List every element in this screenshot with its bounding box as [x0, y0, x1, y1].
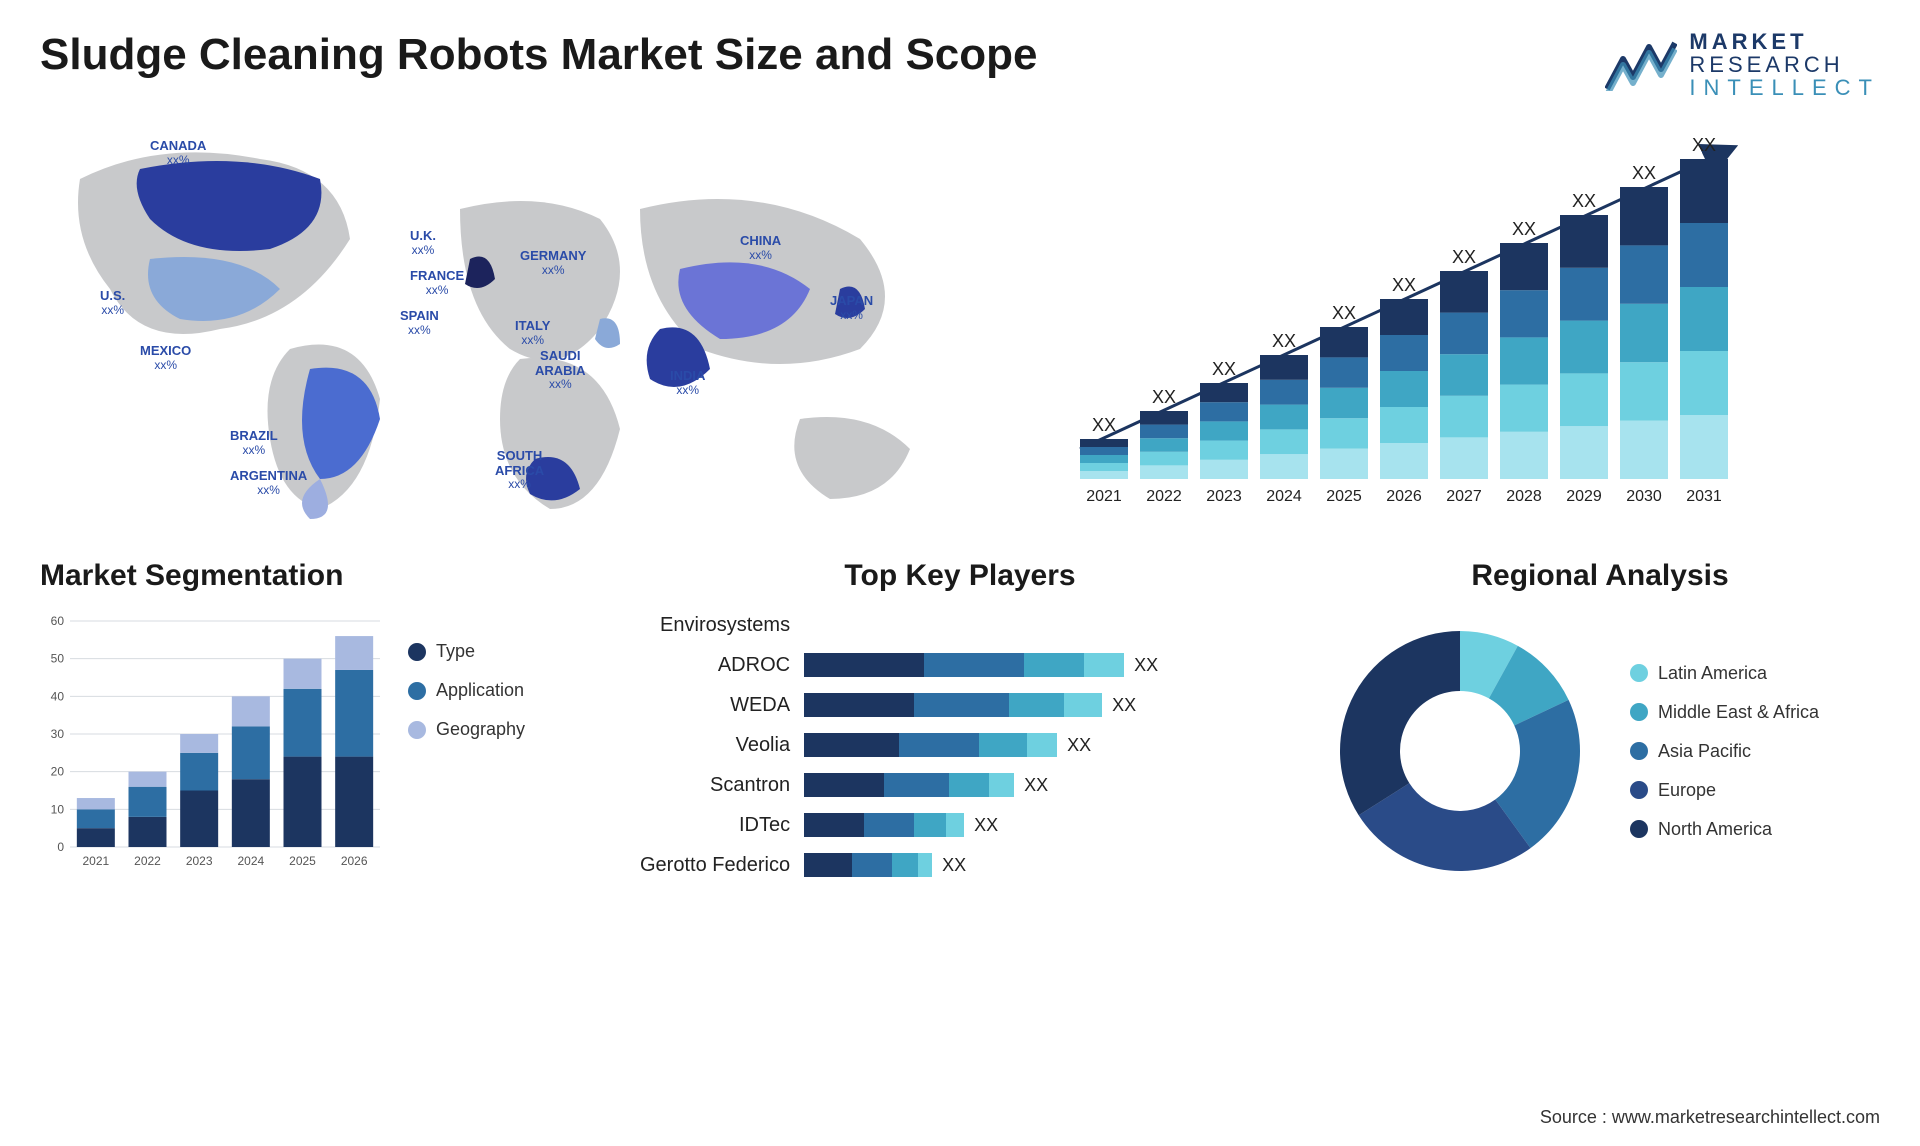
map-country-label: ARGENTINAxx% [230, 469, 307, 496]
svg-text:2023: 2023 [186, 854, 213, 868]
legend-item: Application [408, 680, 525, 701]
svg-text:2021: 2021 [82, 854, 109, 868]
svg-text:XX: XX [1452, 247, 1476, 267]
svg-text:2021: 2021 [1086, 488, 1122, 505]
legend-item: Europe [1630, 780, 1819, 801]
logo-line1: MARKET [1689, 30, 1880, 53]
svg-text:40: 40 [51, 690, 65, 704]
map-country-label: CANADAxx% [150, 139, 206, 166]
regional-title: Regional Analysis [1320, 559, 1880, 593]
svg-text:2024: 2024 [1266, 488, 1302, 505]
svg-text:50: 50 [51, 652, 65, 666]
legend-item: Middle East & Africa [1630, 702, 1819, 723]
svg-text:XX: XX [1572, 191, 1596, 211]
segmentation-title: Market Segmentation [40, 559, 600, 593]
player-bar-row: XX [804, 731, 1280, 759]
map-country-label: GERMANYxx% [520, 249, 586, 276]
forecast-chart: XX 2021 XX 2022 XX 2023 XX 2024 XX 2025 XX 2026 XX 20… [1040, 119, 1880, 519]
player-label: Gerotto Federico [640, 851, 790, 879]
world-map-panel: CANADAxx% U.S.xx% MEXICOxx% BRAZILxx% ARGENT… [40, 119, 1000, 519]
player-bar-row: XX [804, 851, 1280, 879]
map-country-label: U.K.xx% [410, 229, 436, 256]
source-citation: Source : www.marketresearchintellect.com [1540, 1107, 1880, 1128]
map-country-label: FRANCExx% [410, 269, 464, 296]
regional-panel: Regional Analysis Latin America Middle Ea… [1320, 559, 1880, 891]
player-bar-row: XX [804, 771, 1280, 799]
players-bars: XX XX XX XX XX XX [804, 611, 1280, 879]
svg-text:XX: XX [1332, 303, 1356, 323]
map-country-label: SPAINxx% [400, 309, 439, 336]
svg-text:2026: 2026 [1386, 488, 1422, 505]
brand-logo: MARKET RESEARCH INTELLECT [1605, 30, 1880, 99]
svg-text:XX: XX [1512, 219, 1536, 239]
logo-text: MARKET RESEARCH INTELLECT [1689, 30, 1880, 99]
player-label: Veolia [736, 731, 791, 759]
segmentation-panel: Market Segmentation 0 10 20 30 40 50 60 2021 202… [40, 559, 600, 891]
player-label: Envirosystems [660, 611, 790, 639]
player-bar-row: XX [804, 811, 1280, 839]
svg-text:2031: 2031 [1686, 488, 1722, 505]
map-country-label: SOUTHAFRICAxx% [495, 449, 544, 491]
svg-text:2028: 2028 [1506, 488, 1542, 505]
bottom-row: Market Segmentation 0 10 20 30 40 50 60 2021 202… [40, 559, 1880, 891]
map-country-label: SAUDIARABIAxx% [535, 349, 586, 391]
map-country-label: U.S.xx% [100, 289, 125, 316]
player-bar-row: XX [804, 651, 1280, 679]
svg-text:XX: XX [1152, 387, 1176, 407]
svg-text:XX: XX [1212, 359, 1236, 379]
logo-line2: RESEARCH [1689, 53, 1880, 76]
player-bar-row [804, 611, 1280, 639]
map-country-label: CHINAxx% [740, 234, 781, 261]
regional-donut [1320, 611, 1600, 891]
svg-text:XX: XX [1392, 275, 1416, 295]
top-row: CANADAxx% U.S.xx% MEXICOxx% BRAZILxx% ARGENT… [40, 119, 1880, 519]
player-bar-row: XX [804, 691, 1280, 719]
regional-legend: Latin America Middle East & Africa Asia Pa… [1630, 663, 1819, 840]
player-label: ADROC [718, 651, 790, 679]
svg-text:2029: 2029 [1566, 488, 1602, 505]
map-country-label: JAPANxx% [830, 294, 873, 321]
players-labels: Envirosystems ADROC WEDA Veolia Scantron IDTe… [640, 611, 790, 879]
page-title: Sludge Cleaning Robots Market Size and S… [40, 30, 1038, 80]
key-players-panel: Top Key Players Envirosystems ADROC WEDA Ve… [640, 559, 1280, 891]
svg-text:XX: XX [1092, 415, 1116, 435]
logo-mark-icon [1605, 39, 1677, 91]
svg-text:2022: 2022 [1146, 488, 1182, 505]
svg-text:2024: 2024 [237, 854, 264, 868]
svg-text:XX: XX [1632, 163, 1656, 183]
svg-text:60: 60 [51, 614, 65, 628]
player-label: Scantron [710, 771, 790, 799]
svg-text:2026: 2026 [341, 854, 368, 868]
player-label: IDTec [739, 811, 790, 839]
svg-text:2027: 2027 [1446, 488, 1482, 505]
svg-text:30: 30 [51, 727, 65, 741]
svg-text:XX: XX [1272, 331, 1296, 351]
map-country-label: INDIAxx% [670, 369, 705, 396]
header: Sludge Cleaning Robots Market Size and S… [40, 30, 1880, 99]
svg-text:2025: 2025 [1326, 488, 1362, 505]
svg-text:2030: 2030 [1626, 488, 1662, 505]
map-country-label: MEXICOxx% [140, 344, 191, 371]
legend-item: Asia Pacific [1630, 741, 1819, 762]
legend-item: Type [408, 641, 525, 662]
svg-text:0: 0 [57, 840, 64, 854]
svg-text:2022: 2022 [134, 854, 161, 868]
svg-text:2023: 2023 [1206, 488, 1242, 505]
map-country-label: ITALYxx% [515, 319, 550, 346]
svg-text:10: 10 [51, 803, 65, 817]
legend-item: Latin America [1630, 663, 1819, 684]
map-country-label: BRAZILxx% [230, 429, 278, 456]
svg-text:20: 20 [51, 765, 65, 779]
segmentation-chart: 0 10 20 30 40 50 60 2021 2022 2023 2024 2025 2026 [40, 611, 380, 871]
svg-text:2025: 2025 [289, 854, 316, 868]
legend-item: Geography [408, 719, 525, 740]
legend-item: North America [1630, 819, 1819, 840]
logo-line3: INTELLECT [1689, 76, 1880, 99]
players-title: Top Key Players [640, 559, 1280, 593]
player-label: WEDA [730, 691, 790, 719]
svg-text:XX: XX [1692, 135, 1716, 155]
segmentation-legend: Type Application Geography [408, 611, 525, 871]
